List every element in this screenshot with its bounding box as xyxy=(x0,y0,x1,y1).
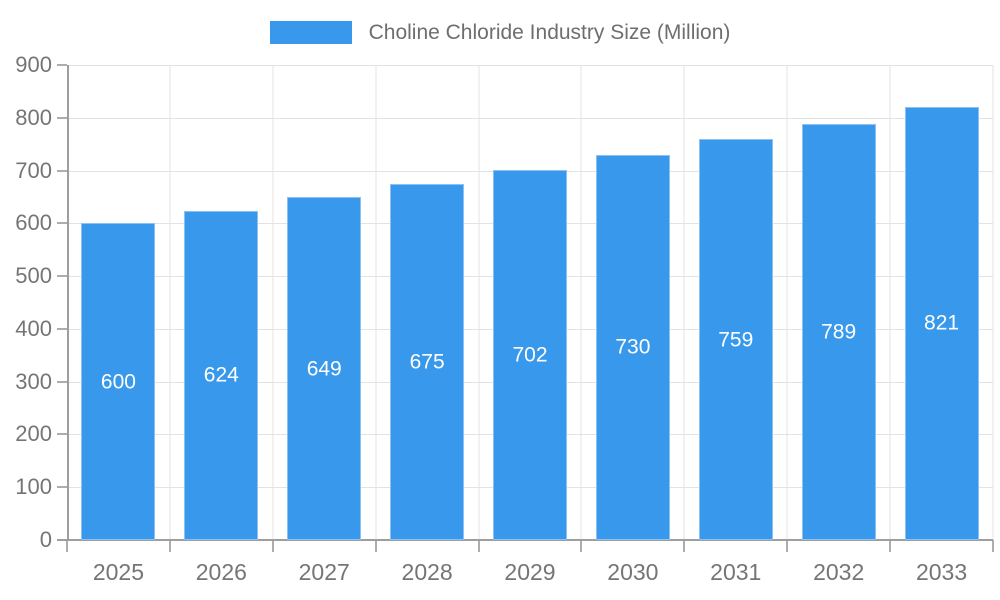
bar-value-label: 600 xyxy=(100,370,136,394)
y-axis-tick xyxy=(57,327,67,330)
gridline-vertical xyxy=(786,65,788,540)
gridline-vertical xyxy=(478,65,480,540)
y-axis-tick xyxy=(57,380,67,383)
bar-value-label: 675 xyxy=(409,350,445,374)
legend: Choline Chloride Industry Size (Million) xyxy=(0,16,1000,48)
x-axis-tick xyxy=(992,540,994,552)
legend-label: Choline Chloride Industry Size (Million) xyxy=(368,20,731,44)
y-axis-label: 500 xyxy=(15,263,52,289)
bar-value-label: 702 xyxy=(512,343,548,367)
gridline-vertical xyxy=(375,65,377,540)
x-axis-tick xyxy=(271,540,274,552)
bar[interactable]: 730 xyxy=(595,154,670,540)
bar-value-label: 821 xyxy=(924,311,960,335)
x-axis-label: 2032 xyxy=(813,559,865,585)
x-axis-tick xyxy=(786,540,789,552)
x-axis-line xyxy=(57,539,993,541)
x-axis-tick xyxy=(477,540,480,552)
x-axis-label: 2033 xyxy=(915,559,968,585)
x-axis-label: 2027 xyxy=(298,559,350,585)
x-axis-label: 2030 xyxy=(607,559,659,585)
x-axis-tick xyxy=(580,540,583,552)
bar[interactable]: 821 xyxy=(904,106,979,540)
bar[interactable]: 600 xyxy=(81,223,156,540)
gridline-vertical xyxy=(580,65,582,540)
bar-value-label: 624 xyxy=(203,363,239,387)
bar-value-label: 759 xyxy=(718,328,754,352)
y-axis-tick xyxy=(57,433,67,436)
y-axis-tick xyxy=(57,486,67,489)
y-axis-label: 400 xyxy=(15,315,52,341)
x-axis-tick xyxy=(683,540,686,552)
x-axis-label: 2028 xyxy=(401,559,453,585)
bar-value-label: 649 xyxy=(306,357,342,381)
bar-value-label: 789 xyxy=(821,320,857,344)
bar[interactable]: 624 xyxy=(184,210,259,540)
y-axis-tick xyxy=(57,116,67,119)
y-axis-tick xyxy=(57,222,67,225)
y-axis-tick xyxy=(57,169,67,172)
y-axis-label: 100 xyxy=(15,474,52,500)
y-axis-tick xyxy=(57,275,67,278)
x-axis-tick xyxy=(889,540,892,552)
gridline-vertical xyxy=(683,65,685,540)
y-axis-label: 700 xyxy=(15,157,52,183)
y-axis-label: 900 xyxy=(15,52,52,77)
y-axis-label: 600 xyxy=(15,210,52,236)
gridline-vertical xyxy=(889,65,891,540)
gridline-vertical xyxy=(169,65,171,540)
gridline-horizontal xyxy=(67,117,993,119)
bar[interactable]: 702 xyxy=(493,169,567,540)
bar[interactable]: 789 xyxy=(801,123,876,540)
y-axis-label: 200 xyxy=(15,421,52,447)
gridline-horizontal xyxy=(67,65,993,66)
x-axis-label: 2026 xyxy=(195,559,247,585)
gridline-vertical xyxy=(272,65,274,540)
gridline-vertical xyxy=(992,65,994,540)
bar[interactable]: 649 xyxy=(287,197,362,540)
x-axis-tick xyxy=(66,540,68,552)
y-axis-tick xyxy=(57,64,67,66)
y-axis-label: 300 xyxy=(15,368,52,394)
bar[interactable]: 759 xyxy=(698,139,773,540)
x-axis-tick xyxy=(168,540,171,552)
legend-swatch[interactable] xyxy=(269,20,352,44)
y-axis-label: 0 xyxy=(39,527,52,552)
y-axis-line xyxy=(67,65,69,540)
x-axis-label: 2029 xyxy=(504,559,556,585)
bar-value-label: 730 xyxy=(615,335,651,359)
plot-area: 0 100 200 300 400 500 600 700 800 900 600 2025 624 20… xyxy=(15,54,994,584)
x-axis-tick xyxy=(374,540,377,552)
y-axis-label: 800 xyxy=(15,104,52,130)
x-axis-label: 2025 xyxy=(92,559,145,585)
bar[interactable]: 675 xyxy=(390,183,465,540)
x-axis-label: 2031 xyxy=(710,559,762,585)
